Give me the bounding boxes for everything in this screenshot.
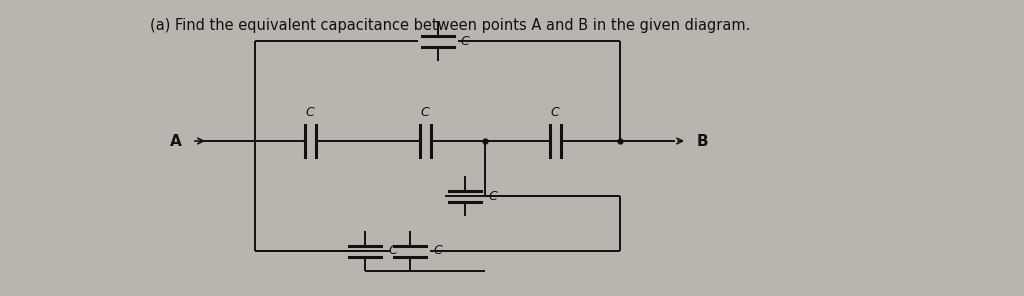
- Text: B: B: [697, 133, 709, 149]
- Text: C: C: [488, 189, 497, 202]
- Text: A: A: [170, 133, 182, 149]
- Text: C: C: [551, 106, 559, 119]
- Text: (a) Find the equivalent capacitance between points A and B in the given diagram.: (a) Find the equivalent capacitance betw…: [151, 18, 751, 33]
- Text: C: C: [433, 244, 441, 258]
- Text: C: C: [461, 35, 469, 47]
- Text: C: C: [388, 244, 396, 258]
- Text: C: C: [421, 106, 429, 119]
- Text: C: C: [305, 106, 314, 119]
